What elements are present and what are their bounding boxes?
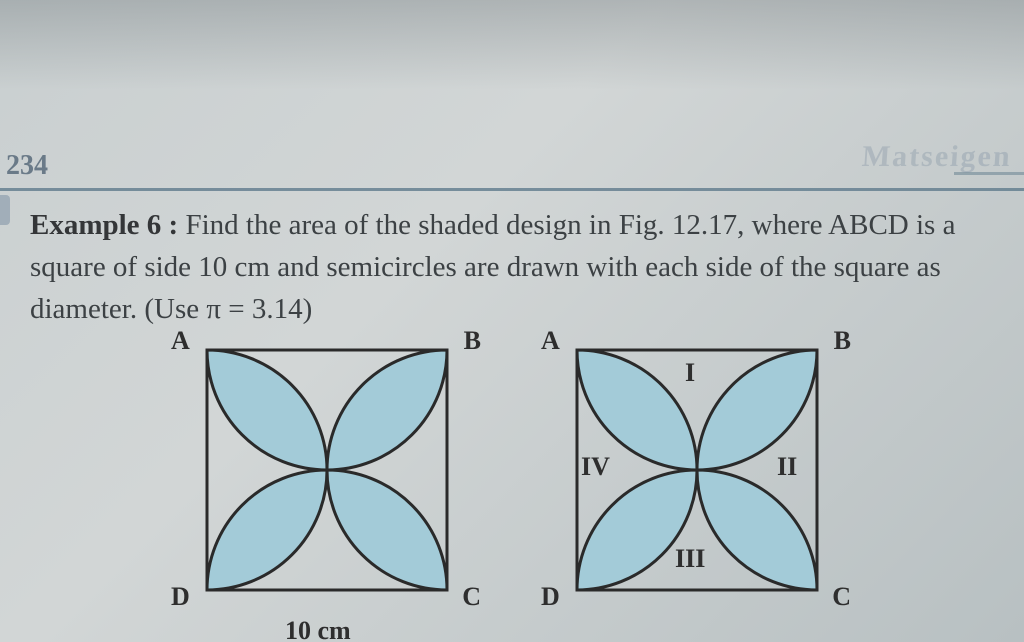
region-iii: III	[675, 544, 705, 574]
example-label: Example 6 :	[30, 209, 178, 241]
figure-2: A B C D I II III IV	[567, 340, 827, 620]
corner-b: B	[464, 326, 481, 356]
header-divider-right	[954, 172, 1024, 175]
corner-d: D	[171, 582, 190, 612]
corner-a: A	[541, 326, 560, 356]
region-ii: II	[777, 452, 797, 482]
watermark-text: Matseigen	[861, 140, 1013, 174]
petal-top-left	[207, 350, 327, 470]
petal-top-right	[327, 350, 447, 470]
region-iv: IV	[581, 452, 610, 482]
corner-d: D	[541, 582, 560, 612]
region-i: I	[685, 358, 695, 388]
header-divider	[0, 188, 1024, 191]
top-shadow	[0, 0, 1024, 90]
problem-text: Example 6 : Find the area of the shaded …	[30, 204, 1010, 330]
petal-top-right	[697, 350, 817, 470]
dimension-label: 10 cm	[285, 616, 351, 642]
figures-row: A B C D 10 cm A B C D I	[0, 340, 1024, 620]
petal-bottom-right	[327, 470, 447, 590]
corner-a: A	[171, 326, 190, 356]
figure-1-svg	[197, 340, 457, 620]
corner-c: C	[462, 582, 481, 612]
side-tab	[0, 195, 10, 225]
figure-1: A B C D 10 cm	[197, 340, 457, 620]
petal-bottom-left	[207, 470, 327, 590]
problem-line-2: square of side 10 cm and semicircles are…	[30, 251, 941, 283]
corner-c: C	[832, 582, 851, 612]
textbook-page: 234 Matseigen Example 6 : Find the area …	[0, 0, 1024, 642]
page-number: 234	[6, 150, 48, 182]
problem-line-1: Find the area of the shaded design in Fi…	[185, 209, 955, 241]
corner-b: B	[834, 326, 851, 356]
problem-line-3: diameter. (Use π = 3.14)	[30, 293, 312, 325]
petal-bottom-right	[697, 470, 817, 590]
